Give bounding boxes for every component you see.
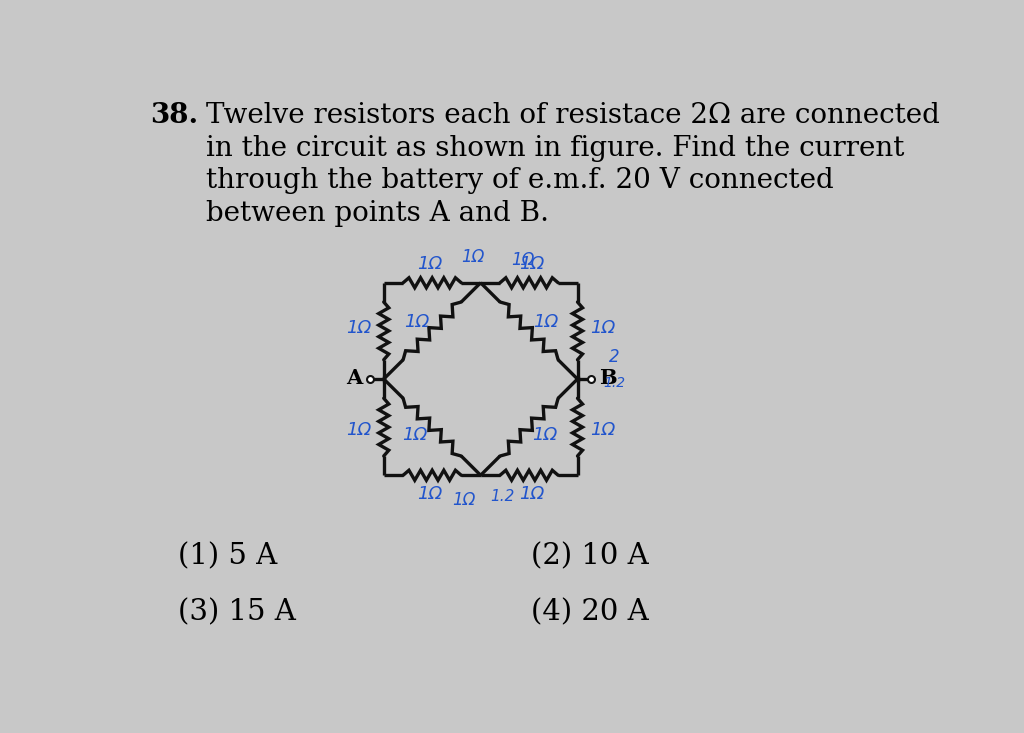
- Text: B: B: [599, 368, 616, 388]
- Text: 2: 2: [609, 348, 620, 366]
- Text: (2) 10 A: (2) 10 A: [531, 542, 649, 570]
- Text: 1Ω: 1Ω: [512, 251, 535, 269]
- Text: 1Ω: 1Ω: [452, 491, 475, 509]
- Text: 1Ω: 1Ω: [346, 319, 372, 337]
- Text: 1Ω: 1Ω: [519, 255, 544, 273]
- Text: 1Ω: 1Ω: [590, 319, 615, 337]
- Text: 38.: 38.: [150, 102, 198, 129]
- Text: Twelve resistors each of resistace 2Ω are connected: Twelve resistors each of resistace 2Ω ar…: [206, 102, 939, 129]
- Text: (3) 15 A: (3) 15 A: [178, 598, 296, 626]
- Text: 1.2: 1.2: [490, 490, 514, 504]
- Text: (1) 5 A: (1) 5 A: [178, 542, 278, 570]
- Text: between points A and B.: between points A and B.: [206, 199, 549, 226]
- Text: 1Ω: 1Ω: [531, 426, 557, 444]
- Text: 1Ω: 1Ω: [461, 248, 484, 266]
- Text: 1Ω: 1Ω: [417, 485, 442, 503]
- Text: A: A: [346, 368, 362, 388]
- Text: 1Ω: 1Ω: [534, 313, 559, 331]
- Text: 1.2: 1.2: [603, 376, 626, 390]
- Text: in the circuit as shown in figure. Find the current: in the circuit as shown in figure. Find …: [206, 135, 904, 162]
- Text: 1Ω: 1Ω: [417, 255, 442, 273]
- Text: 1Ω: 1Ω: [519, 485, 544, 503]
- Text: 1Ω: 1Ω: [402, 426, 428, 444]
- Text: through the battery of e.m.f. 20 V connected: through the battery of e.m.f. 20 V conne…: [206, 167, 834, 194]
- Text: (4) 20 A: (4) 20 A: [531, 598, 649, 626]
- Text: 1Ω: 1Ω: [404, 313, 429, 331]
- Text: 1Ω: 1Ω: [590, 421, 615, 439]
- Text: 1Ω: 1Ω: [346, 421, 372, 439]
